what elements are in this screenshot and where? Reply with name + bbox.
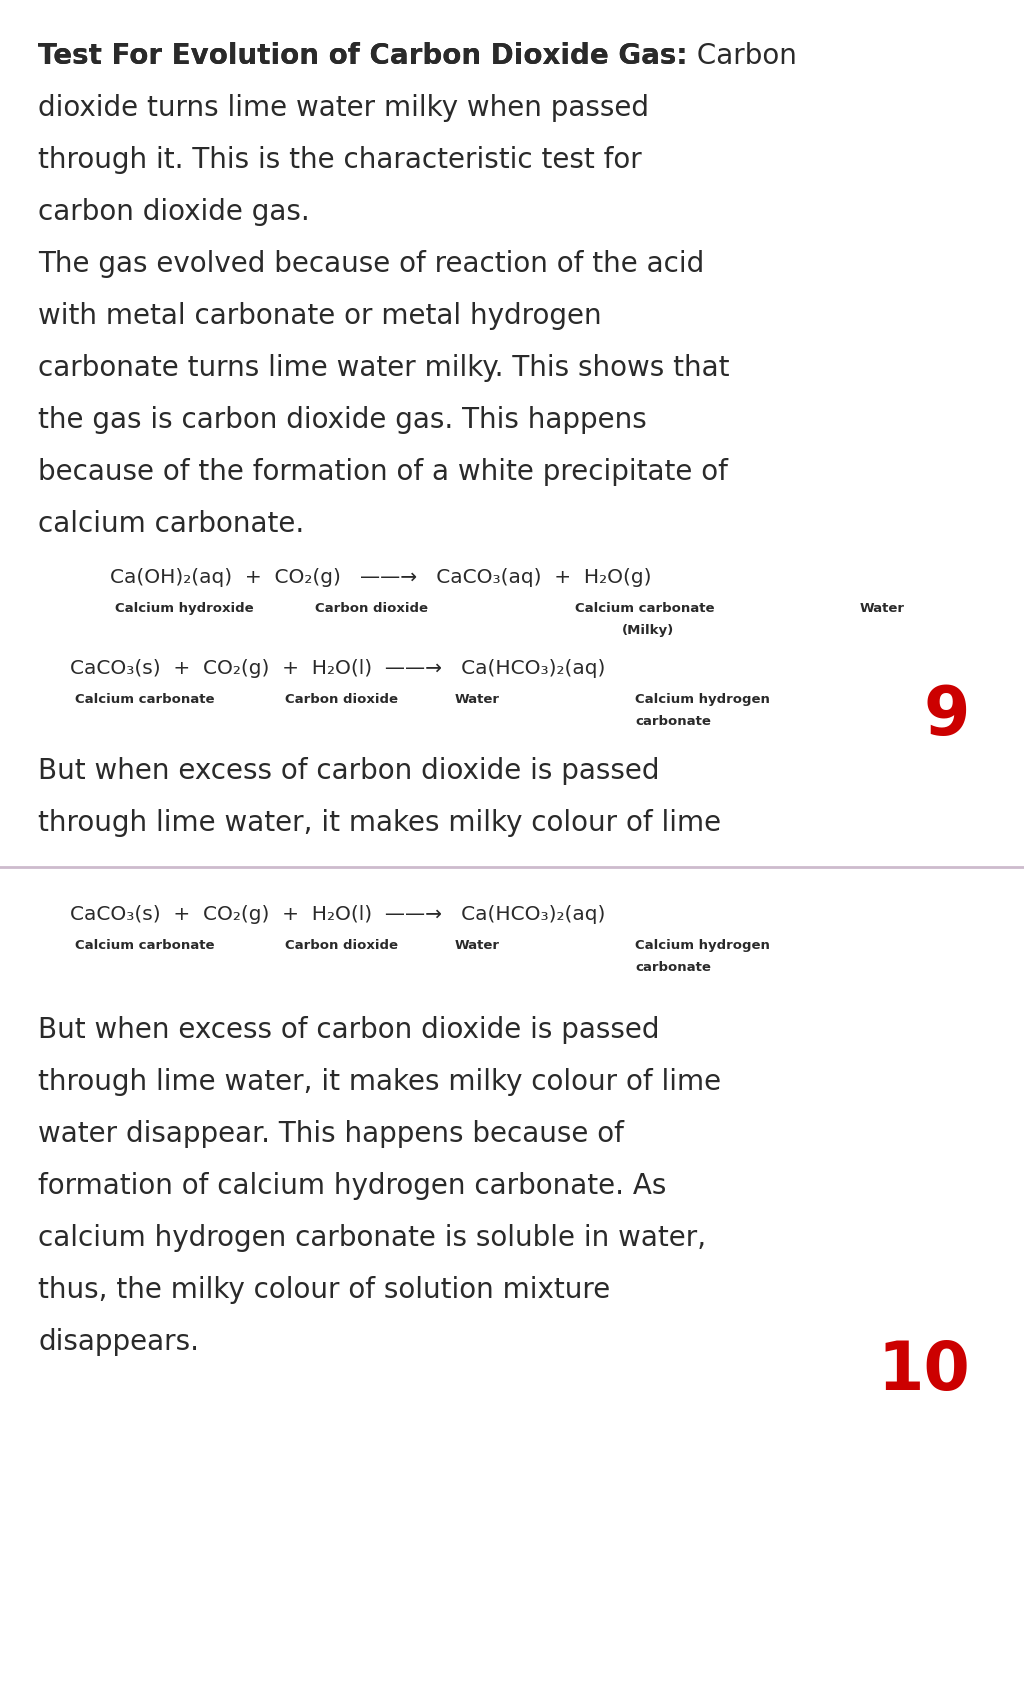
Text: Carbon dioxide: Carbon dioxide <box>315 602 428 616</box>
Text: Water: Water <box>860 602 905 616</box>
Text: Calcium hydrogen: Calcium hydrogen <box>635 692 770 706</box>
Text: CaCO₃(s)  +  CO₂(g)  +  H₂O(l)  ——→   Ca(HCO₃)₂(aq): CaCO₃(s) + CO₂(g) + H₂O(l) ——→ Ca(HCO₃)₂… <box>70 905 605 924</box>
Text: Calcium hydrogen: Calcium hydrogen <box>635 939 770 951</box>
Text: carbonate: carbonate <box>635 714 711 728</box>
Text: because of the formation of a white precipitate of: because of the formation of a white prec… <box>38 459 728 486</box>
Text: dioxide turns lime water milky when passed: dioxide turns lime water milky when pass… <box>38 94 649 123</box>
Text: Carbon dioxide: Carbon dioxide <box>285 692 398 706</box>
Text: Carbon dioxide: Carbon dioxide <box>285 939 398 951</box>
Text: water disappear. This happens because of: water disappear. This happens because of <box>38 1120 624 1147</box>
Text: 9: 9 <box>924 684 970 748</box>
Text: disappears.: disappears. <box>38 1328 199 1355</box>
Text: 10: 10 <box>878 1338 970 1403</box>
Text: carbon dioxide gas.: carbon dioxide gas. <box>38 198 309 227</box>
Text: Water: Water <box>455 939 500 951</box>
Text: through it. This is the characteristic test for: through it. This is the characteristic t… <box>38 147 642 174</box>
Text: Calcium hydroxide: Calcium hydroxide <box>115 602 254 616</box>
Text: calcium carbonate.: calcium carbonate. <box>38 510 304 539</box>
Text: (Milky): (Milky) <box>622 624 674 638</box>
Text: with metal carbonate or metal hydrogen: with metal carbonate or metal hydrogen <box>38 302 602 331</box>
Text: Ca(OH)₂(aq)  +  CO₂(g)   ——→   CaCO₃(aq)  +  H₂O(g): Ca(OH)₂(aq) + CO₂(g) ——→ CaCO₃(aq) + H₂O… <box>110 568 651 587</box>
Text: formation of calcium hydrogen carbonate. As: formation of calcium hydrogen carbonate.… <box>38 1171 667 1200</box>
Text: through lime water, it makes milky colour of lime: through lime water, it makes milky colou… <box>38 1067 721 1096</box>
Text: carbonate turns lime water milky. This shows that: carbonate turns lime water milky. This s… <box>38 355 729 382</box>
Text: Carbon: Carbon <box>687 43 797 70</box>
Text: calcium hydrogen carbonate is soluble in water,: calcium hydrogen carbonate is soluble in… <box>38 1224 707 1251</box>
Text: carbonate: carbonate <box>635 962 711 974</box>
Text: Water: Water <box>455 692 500 706</box>
Text: Calcium carbonate: Calcium carbonate <box>75 692 214 706</box>
Text: the gas is carbon dioxide gas. This happens: the gas is carbon dioxide gas. This happ… <box>38 406 647 435</box>
Text: But when excess of carbon dioxide is passed: But when excess of carbon dioxide is pas… <box>38 757 659 784</box>
Text: Test For Evolution of Carbon Dioxide Gas:: Test For Evolution of Carbon Dioxide Gas… <box>38 43 687 70</box>
Text: The gas evolved because of reaction of the acid: The gas evolved because of reaction of t… <box>38 251 705 278</box>
Text: But when excess of carbon dioxide is passed: But when excess of carbon dioxide is pas… <box>38 1016 659 1043</box>
Text: Test For Evolution of Carbon Dioxide Gas:: Test For Evolution of Carbon Dioxide Gas… <box>38 43 687 70</box>
Text: CaCO₃(s)  +  CO₂(g)  +  H₂O(l)  ——→   Ca(HCO₃)₂(aq): CaCO₃(s) + CO₂(g) + H₂O(l) ——→ Ca(HCO₃)₂… <box>70 660 605 679</box>
Text: thus, the milky colour of solution mixture: thus, the milky colour of solution mixtu… <box>38 1275 610 1304</box>
Text: Calcium carbonate: Calcium carbonate <box>575 602 715 616</box>
Text: Calcium carbonate: Calcium carbonate <box>75 939 214 951</box>
Text: through lime water, it makes milky colour of lime: through lime water, it makes milky colou… <box>38 808 721 837</box>
